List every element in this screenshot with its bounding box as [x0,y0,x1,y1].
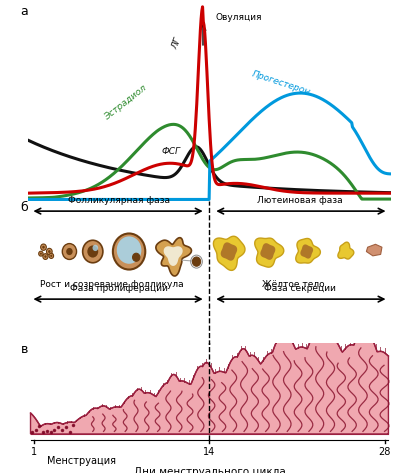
Polygon shape [221,242,237,261]
Text: 1: 1 [32,447,38,457]
Text: Овуляция: Овуляция [216,13,263,22]
Text: Фаза пролиферации: Фаза пролиферации [70,284,168,293]
Text: Менструация: Менструация [47,456,117,466]
Text: 28: 28 [378,447,391,457]
Circle shape [132,253,140,261]
Polygon shape [338,242,354,259]
Circle shape [93,245,98,251]
Circle shape [87,245,98,258]
Circle shape [62,244,77,260]
Circle shape [50,254,52,257]
Text: Дни менструального цикла: Дни менструального цикла [134,466,285,473]
Polygon shape [296,238,320,263]
Circle shape [48,250,51,253]
Circle shape [113,234,145,270]
Polygon shape [156,237,192,276]
Circle shape [49,253,53,258]
Text: Жёлтое тело: Жёлтое тело [263,280,325,289]
Text: ЛГ: ЛГ [171,37,183,51]
Polygon shape [164,246,183,266]
Circle shape [40,253,42,255]
Text: в: в [21,343,28,356]
Text: Лютеиновая фаза: Лютеиновая фаза [257,196,343,205]
Circle shape [39,251,43,256]
Polygon shape [300,245,313,259]
Polygon shape [30,328,388,434]
Polygon shape [255,238,284,267]
Text: Рост и созревание фолликула: Рост и созревание фолликула [40,280,184,289]
Text: Фаза секреции: Фаза секреции [264,284,336,293]
Circle shape [83,240,103,263]
Circle shape [117,236,141,264]
Polygon shape [366,245,382,256]
Polygon shape [260,243,275,260]
Text: ФСГ: ФСГ [161,148,180,157]
Circle shape [43,254,48,260]
Circle shape [44,255,47,258]
Circle shape [42,246,45,249]
Text: Фолликулярная фаза: Фолликулярная фаза [68,196,170,205]
Circle shape [46,248,52,254]
Circle shape [192,257,201,266]
Circle shape [41,244,46,250]
Circle shape [66,248,73,255]
Text: Эстрадиол: Эстрадиол [102,84,148,122]
Text: Прогестерон: Прогестерон [250,70,311,97]
Text: б: б [21,201,28,214]
Polygon shape [213,236,245,271]
Text: а: а [21,5,28,18]
Text: 14: 14 [203,447,215,457]
